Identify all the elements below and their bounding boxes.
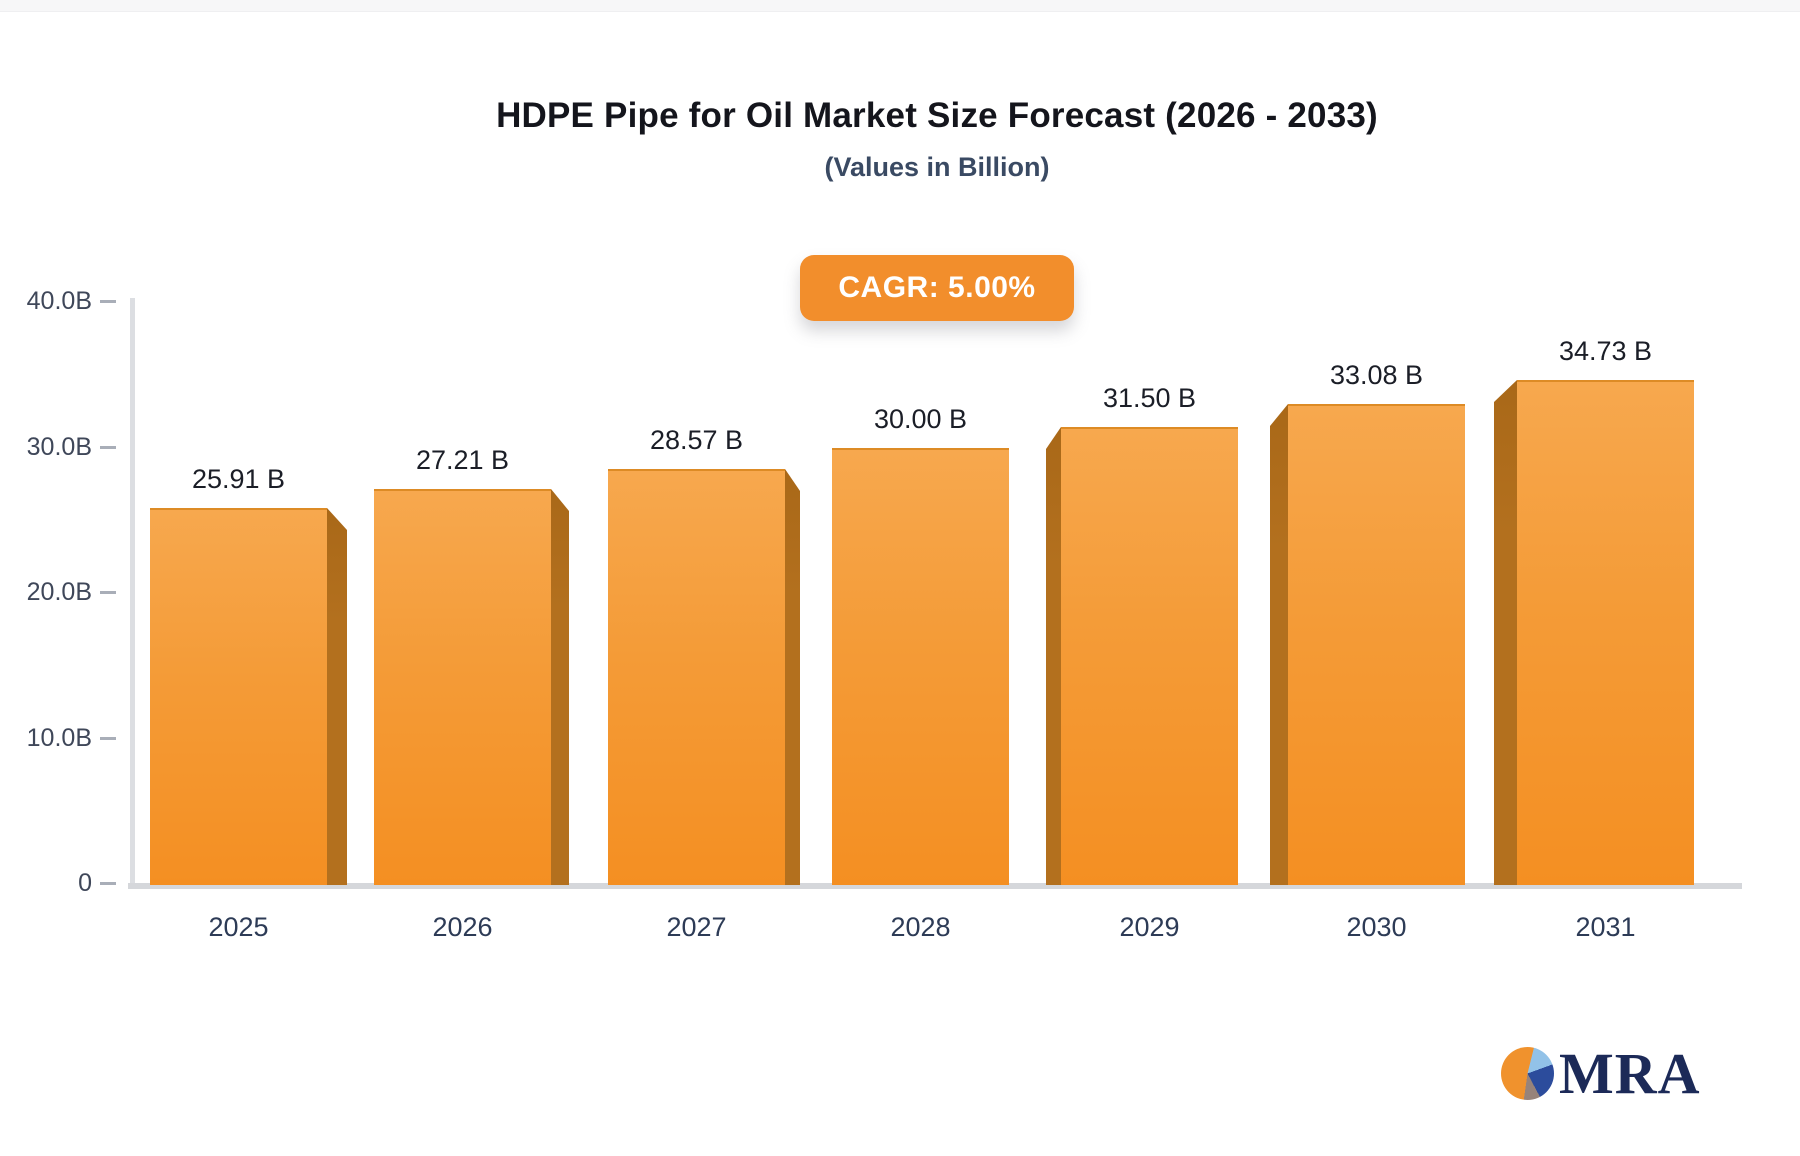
- cagr-badge: CAGR: 5.00%: [800, 255, 1074, 321]
- bar-side-face: [785, 469, 800, 885]
- bar-2031: [1517, 380, 1694, 885]
- y-tick-label: 10.0B: [26, 723, 92, 752]
- bar-value-label: 33.08 B: [1329, 360, 1424, 390]
- x-tick-label: 2027: [666, 912, 727, 942]
- chart-header: HDPE Pipe for Oil Market Size Forecast (…: [132, 0, 1742, 183]
- y-tick-label: 30.0B: [26, 432, 92, 461]
- y-axis-line: [130, 298, 135, 888]
- bar-value-label: 27.21 B: [415, 445, 510, 475]
- bar-side-face: [1494, 380, 1517, 885]
- bar-value-label: 31.50 B: [1102, 383, 1197, 413]
- bar-2025: [150, 508, 327, 885]
- bar-side-face: [327, 508, 347, 885]
- x-axis-baseline: [128, 883, 1742, 889]
- x-tick-label: 2030: [1346, 912, 1407, 942]
- bar-value-label: 25.91 B: [191, 464, 286, 494]
- mra-logo: MRA: [1501, 1040, 1701, 1107]
- bar-side-face: [1270, 404, 1288, 885]
- bar-2026: [374, 489, 551, 885]
- y-tick-label: 40.0B: [26, 287, 92, 315]
- bar-2027: [608, 469, 785, 885]
- x-tick-label: 2028: [890, 912, 951, 942]
- y-tick-dash: [100, 445, 116, 449]
- bar-side-face: [1046, 427, 1061, 885]
- bar-value-label: 28.57 B: [649, 425, 744, 455]
- logo-text: MRA: [1559, 1041, 1701, 1106]
- page-top-strip: [0, 0, 1800, 12]
- pie-chart-icon: [1501, 1047, 1554, 1100]
- chart-title: HDPE Pipe for Oil Market Size Forecast (…: [496, 96, 1378, 135]
- x-tick-label: 2025: [208, 912, 269, 942]
- bar-2029: [1061, 427, 1238, 885]
- bar-value-label: 34.73 B: [1558, 336, 1653, 366]
- bar-side-face: [551, 489, 569, 885]
- x-tick-label: 2029: [1119, 912, 1180, 942]
- bar-2030: [1288, 404, 1465, 885]
- y-tick-dash: [100, 591, 116, 594]
- x-tick-label: 2031: [1575, 912, 1636, 942]
- chart-subtitle: (Values in Billion): [824, 152, 1050, 182]
- x-tick-label: 2026: [432, 912, 493, 942]
- y-tick-label: 20.0B: [26, 578, 92, 606]
- cagr-badge-label: CAGR: 5.00%: [838, 271, 1036, 304]
- y-tick-dash: [100, 300, 116, 303]
- y-tick-label: 0: [78, 869, 92, 897]
- bar-2028: [832, 448, 1009, 885]
- bar-value-label: 30.00 B: [873, 404, 968, 434]
- y-tick-dash: [100, 736, 116, 740]
- y-tick-dash: [100, 882, 116, 885]
